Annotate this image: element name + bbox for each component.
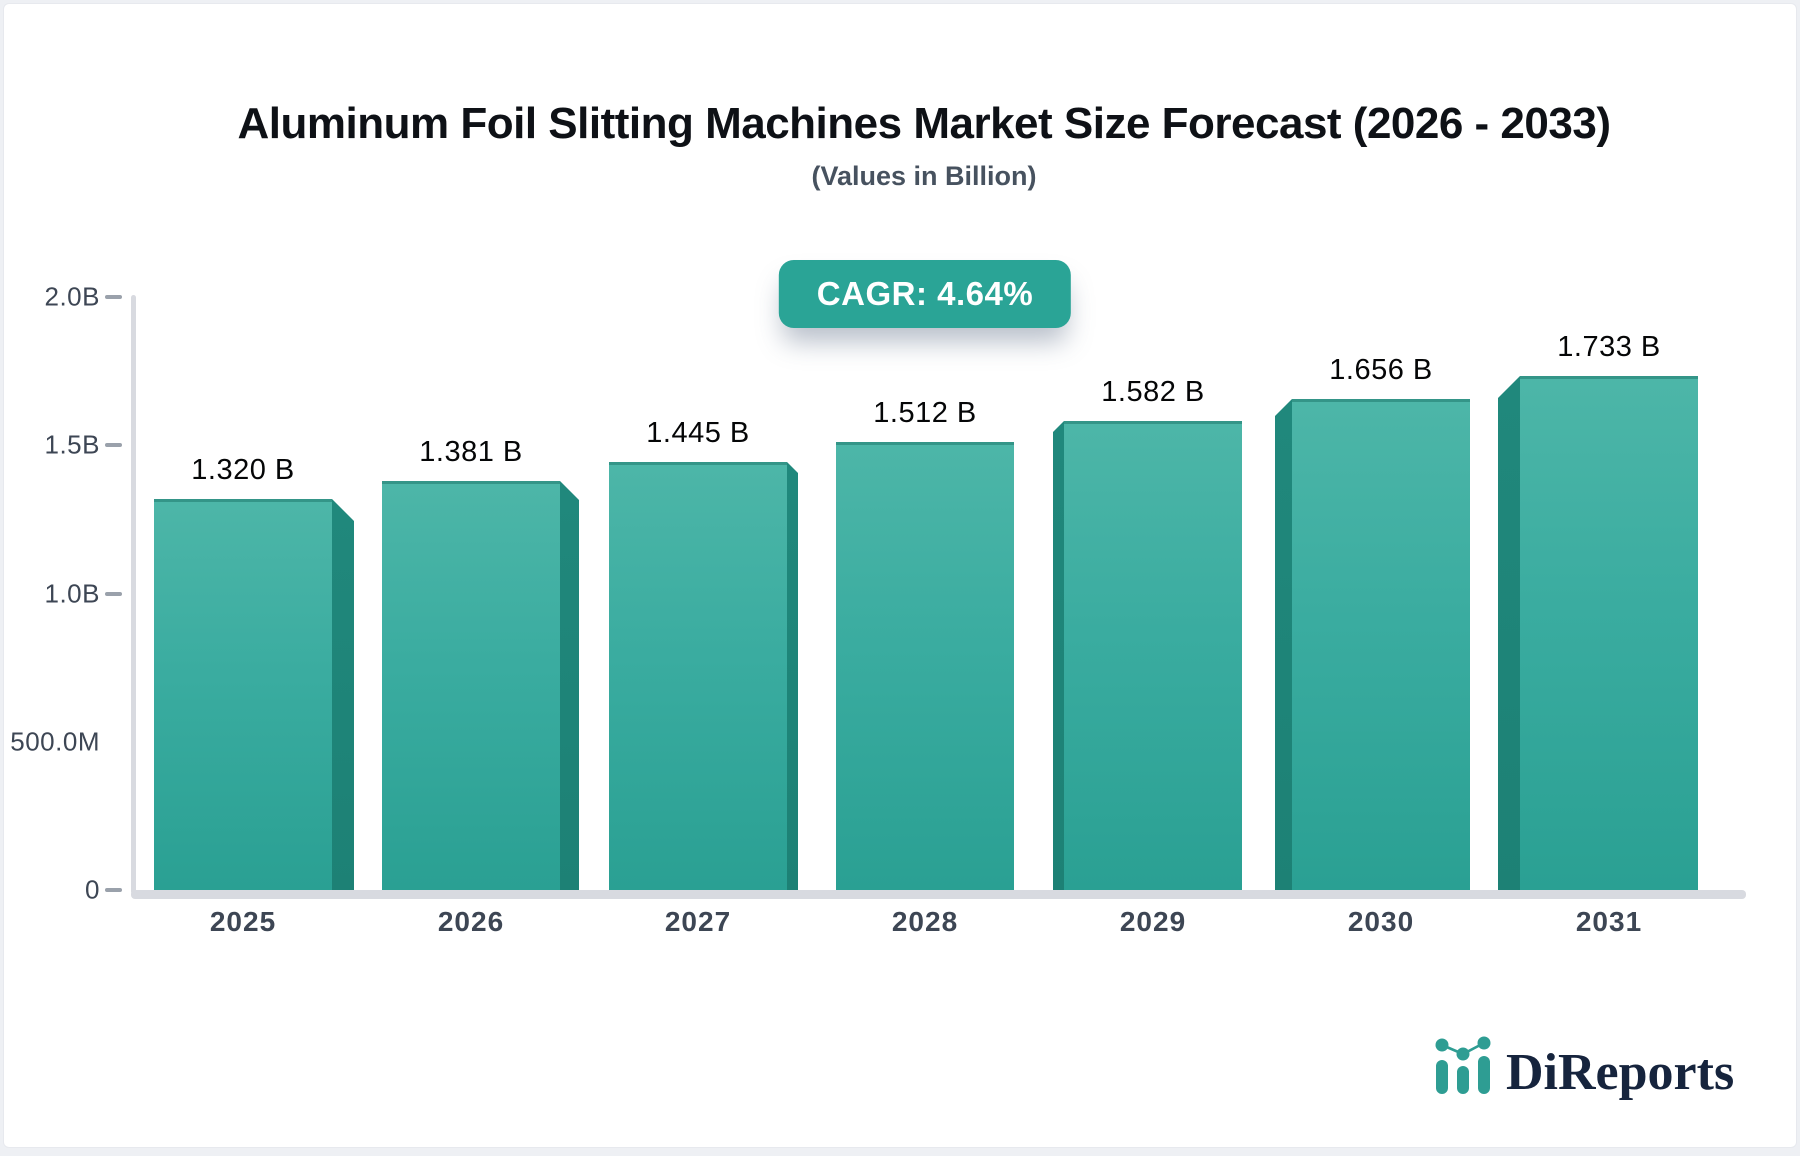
y-axis-label: 1.5B bbox=[44, 429, 100, 460]
bar-face bbox=[836, 442, 1014, 890]
bar-face bbox=[609, 462, 787, 890]
bar-face bbox=[1064, 421, 1242, 890]
bar-face bbox=[1520, 376, 1698, 890]
y-axis-tick bbox=[105, 443, 122, 448]
bar-side-face bbox=[1275, 399, 1292, 890]
bar-value-label: 1.733 B bbox=[1557, 331, 1661, 363]
bar-value-label: 1.320 B bbox=[191, 454, 295, 486]
bar-2028[interactable] bbox=[836, 442, 1014, 890]
bar-value-label: 1.582 B bbox=[1101, 376, 1205, 408]
bar-value-label: 1.381 B bbox=[419, 436, 523, 468]
x-axis-label-2026: 2026 bbox=[437, 906, 505, 937]
bar-chart-logo-icon bbox=[1432, 1036, 1498, 1101]
bar-side-face bbox=[560, 481, 579, 890]
y-axis-label: 2.0B bbox=[44, 281, 100, 312]
bar-side-face bbox=[1498, 376, 1520, 890]
bar-face bbox=[154, 499, 332, 890]
bar-face bbox=[382, 481, 560, 890]
x-axis-label-2031: 2031 bbox=[1575, 906, 1643, 937]
x-axis-label-2030: 2030 bbox=[1347, 906, 1415, 937]
chart-card: Aluminum Foil Slitting Machines Market S… bbox=[3, 3, 1797, 1148]
cagr-badge: CAGR: 4.64% bbox=[778, 260, 1072, 328]
x-axis-label-2027: 2027 bbox=[664, 906, 732, 937]
bar-2030[interactable] bbox=[1275, 399, 1470, 890]
bar-value-label: 1.512 B bbox=[873, 397, 977, 429]
x-axis-label-2025: 2025 bbox=[209, 906, 277, 937]
x-axis-baseline bbox=[131, 890, 1746, 899]
bar-2026[interactable] bbox=[382, 481, 579, 890]
brand-logo-text: DiReports bbox=[1506, 1044, 1735, 1101]
y-axis-line bbox=[131, 295, 136, 894]
y-axis-label: 0 bbox=[85, 874, 100, 905]
chart-subtitle: (Values in Billion) bbox=[811, 161, 1037, 191]
bar-2029[interactable] bbox=[1053, 421, 1242, 890]
y-axis-tick bbox=[105, 591, 122, 596]
bar-side-face bbox=[332, 499, 354, 890]
y-axis-label: 500.0M bbox=[10, 726, 100, 757]
bar-face bbox=[1292, 399, 1470, 890]
bar-value-label: 1.656 B bbox=[1329, 354, 1433, 386]
x-axis-label-2028: 2028 bbox=[891, 906, 959, 937]
bar-value-label: 1.445 B bbox=[646, 417, 750, 449]
bar-side-face bbox=[787, 462, 798, 890]
bar-2031[interactable] bbox=[1498, 376, 1698, 890]
chart-title: Aluminum Foil Slitting Machines Market S… bbox=[237, 99, 1611, 148]
y-axis-label: 1.0B bbox=[44, 578, 100, 608]
x-axis-label-2029: 2029 bbox=[1119, 906, 1187, 937]
bar-side-face bbox=[1053, 421, 1064, 890]
y-axis-tick bbox=[105, 295, 122, 299]
brand-logo: DiReports bbox=[1432, 1036, 1734, 1101]
y-axis-tick bbox=[105, 888, 122, 892]
bar-2025[interactable] bbox=[154, 499, 354, 890]
bar-2027[interactable] bbox=[609, 462, 798, 890]
